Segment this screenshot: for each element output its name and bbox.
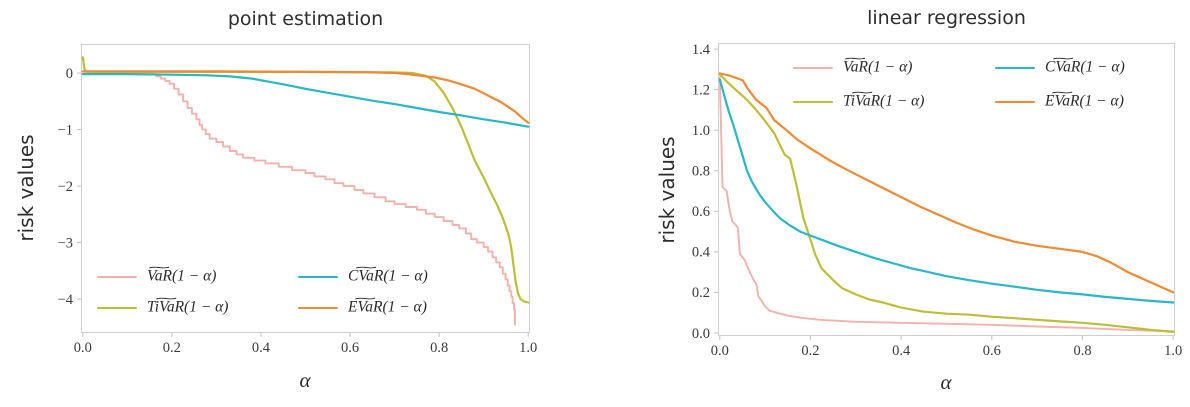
x-tick-label: 1.0 xyxy=(1164,343,1182,359)
series-line-evar xyxy=(718,72,1175,294)
chart-point-estimation: point estimation risk values α 0.0 0.2 0.4… xyxy=(0,0,565,407)
legend-swatch-cvar xyxy=(995,66,1035,70)
legend-swatch-tivar xyxy=(97,306,137,310)
y-tick-label: 0.0 xyxy=(692,326,710,342)
wide-tilde-accent: ∼ xyxy=(152,291,179,305)
axes-box xyxy=(718,43,1175,336)
series-line-var xyxy=(81,70,516,326)
y-tick-label: 1.0 xyxy=(692,123,710,139)
x-tick-label: 0.4 xyxy=(252,340,271,356)
y-tick-label: 0.2 xyxy=(692,285,710,301)
x-tick-label: 0.2 xyxy=(801,343,819,359)
y-tick-label: 1.4 xyxy=(692,42,711,58)
legend-swatch-cvar xyxy=(298,275,338,279)
x-tick-label: 0.2 xyxy=(163,340,181,356)
y-tick-label: 0.8 xyxy=(692,164,710,180)
wide-tilde-accent: ∼ xyxy=(352,260,379,274)
legend-label-var: ∼ VaR(1 − α) xyxy=(146,260,217,285)
legend-label-var: ∼ VaR(1 − α) xyxy=(842,51,913,76)
chart-title-right: linear regression xyxy=(867,7,1026,29)
x-tick-label: 0.6 xyxy=(341,340,359,356)
wide-tilde-accent: ∼ xyxy=(1049,85,1076,99)
wide-tilde-accent: ∼ xyxy=(1049,51,1076,65)
series-line-evar xyxy=(81,70,530,124)
chart-linear-regression: linear regression risk values α 0.0 0.2 0.… xyxy=(595,0,1190,407)
y-tick-label: −3 xyxy=(58,235,73,251)
chart-title-left: point estimation xyxy=(227,8,384,30)
x-tick-label: 0.8 xyxy=(430,340,448,356)
x-tick-label: 0.8 xyxy=(1073,343,1091,359)
legend-label-cvar: ∼ CVaR(1 − α) xyxy=(348,260,428,285)
legend-label-evar: ∼ EVaR(1 − α) xyxy=(348,291,427,316)
x-tick-label: 1.0 xyxy=(519,340,537,356)
plot-area-right: 0.0 0.2 0.4 0.6 0.8 1.0 0.0 0.2 0.4 0.6 0.8 1.0 1.2 1… xyxy=(692,42,1182,359)
y-tick-label: −2 xyxy=(58,179,73,195)
series-line-tivar xyxy=(718,73,1175,333)
legend-swatch-evar xyxy=(298,306,338,310)
legend-label-tivar: ∼ TiVaR(1 − α) xyxy=(147,291,229,316)
y-tick-label: 1.2 xyxy=(692,82,710,98)
y-tick-label: 0.6 xyxy=(692,204,710,220)
x-tick-label: 0.4 xyxy=(892,343,911,359)
legend-label-evar: ∼ EVaR(1 − α) xyxy=(1045,85,1124,110)
y-tick-label: −4 xyxy=(58,292,74,308)
axes-box xyxy=(81,44,530,333)
wide-tilde-accent: ∼ xyxy=(146,260,173,274)
x-tick-label: 0.0 xyxy=(74,340,92,356)
series-line-cvar xyxy=(81,73,530,128)
x-axis-label-left: α xyxy=(299,368,311,392)
y-tick-label: −1 xyxy=(58,122,73,138)
series-line-var xyxy=(718,76,1175,333)
wide-tilde-accent: ∼ xyxy=(842,51,869,65)
y-tick-label: 0.4 xyxy=(692,245,711,261)
legend-label-cvar: ∼ CVaR(1 − α) xyxy=(1045,51,1125,76)
legend-swatch-tivar xyxy=(793,100,833,104)
legend-swatch-var xyxy=(793,66,833,70)
series-line-cvar xyxy=(718,78,1175,304)
wide-tilde-accent: ∼ xyxy=(352,291,379,305)
x-axis-label-right: α xyxy=(940,370,952,394)
x-tick-label: 0.6 xyxy=(983,343,1001,359)
legend-swatch-var xyxy=(97,275,137,279)
wide-tilde-accent: ∼ xyxy=(848,85,875,99)
legend-label-tivar: ∼ TiVaR(1 − α) xyxy=(843,85,925,110)
legend-swatch-evar xyxy=(995,100,1035,104)
x-tick-label: 0.0 xyxy=(711,343,729,359)
plot-area-left: 0.0 0.2 0.4 0.6 0.8 1.0 0 −1 −2 −3 −4 xyxy=(58,44,537,356)
y-tick-label: 0 xyxy=(66,66,73,82)
